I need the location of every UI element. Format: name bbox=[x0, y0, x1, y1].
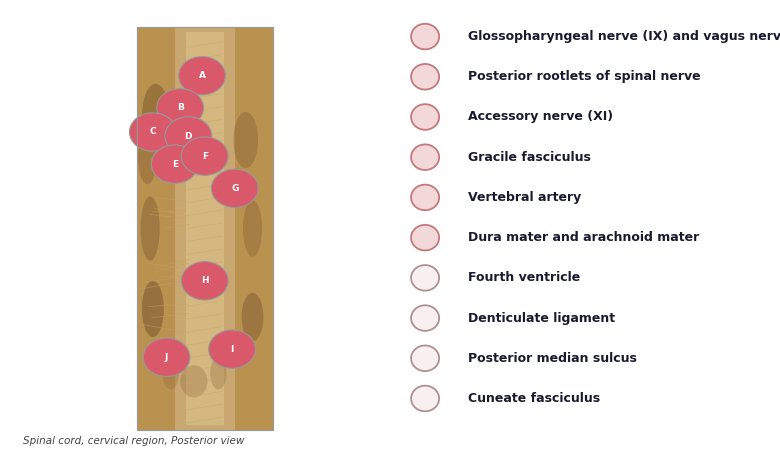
Ellipse shape bbox=[144, 338, 190, 377]
Ellipse shape bbox=[411, 386, 439, 411]
Ellipse shape bbox=[411, 104, 439, 130]
Text: C: C bbox=[150, 128, 156, 137]
Bar bbox=[136, 27, 273, 430]
Text: Cuneate fasciculus: Cuneate fasciculus bbox=[468, 392, 600, 405]
Text: A: A bbox=[199, 71, 205, 80]
Text: H: H bbox=[201, 276, 208, 285]
Ellipse shape bbox=[181, 137, 228, 175]
Text: Posterior rootlets of spinal nerve: Posterior rootlets of spinal nerve bbox=[468, 70, 700, 83]
Text: F: F bbox=[202, 152, 207, 160]
Ellipse shape bbox=[138, 128, 157, 184]
Ellipse shape bbox=[233, 112, 258, 168]
Ellipse shape bbox=[411, 345, 439, 371]
Text: Posterior median sulcus: Posterior median sulcus bbox=[468, 352, 637, 365]
Ellipse shape bbox=[211, 169, 258, 207]
Text: E: E bbox=[172, 159, 178, 169]
Text: Dura mater and arachnoid mater: Dura mater and arachnoid mater bbox=[468, 231, 699, 244]
Text: G: G bbox=[231, 184, 239, 193]
Text: Glossopharyngeal nerve (IX) and vagus nerve (X): Glossopharyngeal nerve (IX) and vagus ne… bbox=[468, 30, 780, 43]
Text: Accessory nerve (XI): Accessory nerve (XI) bbox=[468, 111, 613, 123]
Text: Gracile fasciculus: Gracile fasciculus bbox=[468, 151, 591, 164]
Ellipse shape bbox=[181, 261, 228, 300]
Text: I: I bbox=[230, 345, 234, 354]
Ellipse shape bbox=[411, 225, 439, 250]
Ellipse shape bbox=[129, 113, 176, 151]
Ellipse shape bbox=[142, 281, 164, 337]
Text: B: B bbox=[177, 103, 183, 112]
Ellipse shape bbox=[208, 330, 255, 368]
Ellipse shape bbox=[180, 365, 207, 398]
Bar bbox=[136, 27, 175, 430]
Ellipse shape bbox=[142, 84, 169, 148]
Text: Spinal cord, cervical region, Posterior view: Spinal cord, cervical region, Posterior … bbox=[23, 436, 245, 446]
Text: Fourth ventricle: Fourth ventricle bbox=[468, 271, 580, 284]
Ellipse shape bbox=[411, 185, 439, 210]
Ellipse shape bbox=[411, 144, 439, 170]
Text: J: J bbox=[165, 353, 168, 361]
Ellipse shape bbox=[162, 357, 179, 389]
Text: Denticulate ligament: Denticulate ligament bbox=[468, 312, 615, 324]
Ellipse shape bbox=[210, 357, 226, 389]
Ellipse shape bbox=[140, 197, 160, 260]
Text: Vertebral artery: Vertebral artery bbox=[468, 191, 581, 204]
Bar bbox=[186, 32, 224, 425]
Ellipse shape bbox=[243, 200, 262, 257]
Ellipse shape bbox=[411, 265, 439, 291]
Ellipse shape bbox=[411, 305, 439, 331]
Text: D: D bbox=[185, 132, 192, 140]
Ellipse shape bbox=[179, 57, 225, 95]
Ellipse shape bbox=[411, 24, 439, 49]
Bar bbox=[136, 27, 273, 430]
Ellipse shape bbox=[411, 64, 439, 90]
Bar bbox=[235, 27, 273, 430]
Ellipse shape bbox=[242, 293, 264, 341]
Ellipse shape bbox=[165, 117, 212, 155]
Ellipse shape bbox=[157, 89, 204, 127]
Ellipse shape bbox=[151, 145, 198, 183]
